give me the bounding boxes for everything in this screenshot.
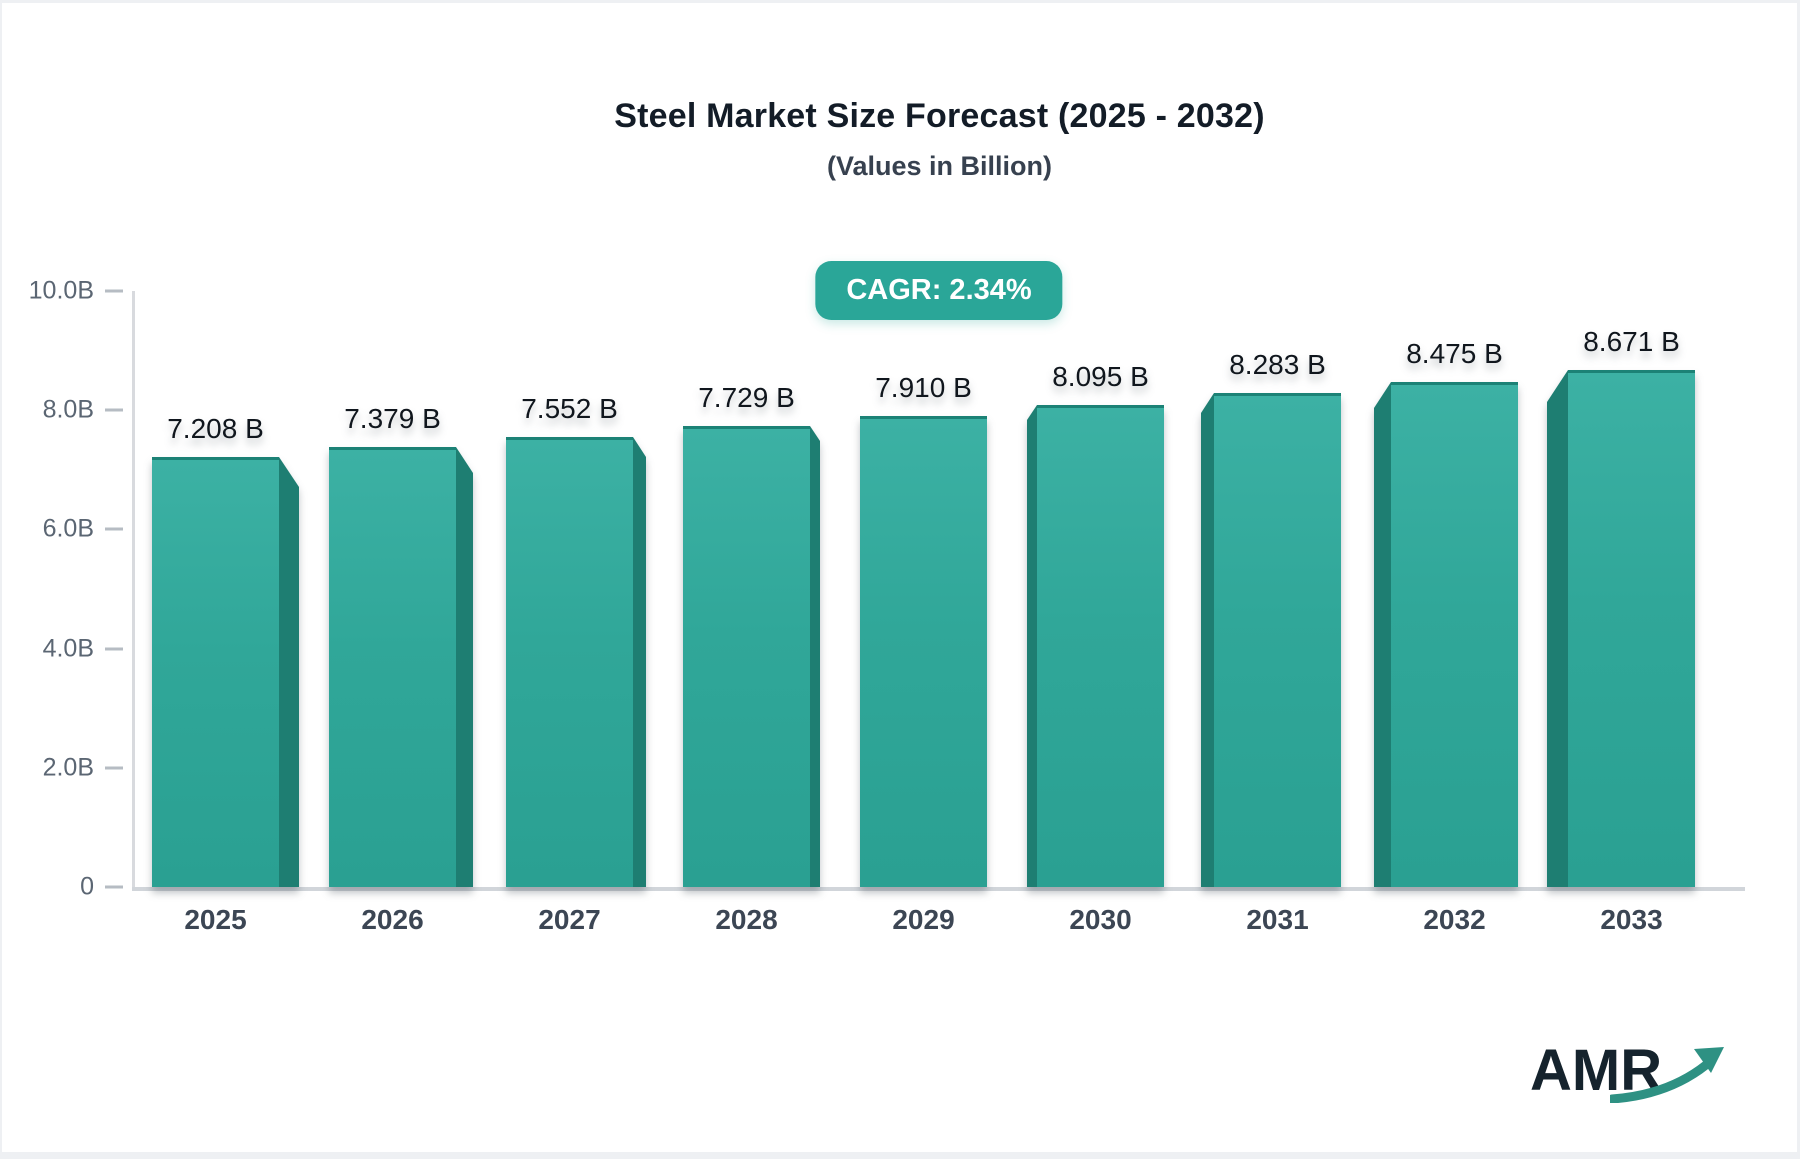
x-tick-label: 2029 [892, 904, 955, 935]
bar-value-label: 7.379 B [344, 403, 441, 434]
y-tick-mark [105, 885, 123, 889]
bar-value-label: 7.552 B [521, 393, 618, 424]
y-tick-label: 6.0B [42, 514, 94, 543]
x-tick-label: 2027 [538, 904, 601, 935]
bar-side-shade [810, 426, 820, 887]
bar-2031: 8.283 B [1201, 349, 1341, 887]
bar-side-shade [1027, 405, 1037, 887]
bar-face [152, 457, 279, 887]
y-tick-label: 0 [80, 872, 94, 901]
y-axis-line [132, 291, 135, 889]
bar-2026: 7.379 B [329, 403, 473, 887]
bar-side-shade [633, 437, 646, 887]
bar-face [1037, 405, 1164, 887]
bar-face [1391, 382, 1518, 887]
bar-value-label: 7.208 B [167, 413, 264, 444]
bar-face [1568, 370, 1695, 887]
x-tick-label: 2030 [1069, 904, 1132, 935]
bars-container: 7.208 B 7.379 B 7.552 B 7.729 B 7.910 B 8.095… [134, 291, 1745, 887]
bar-value-label: 8.283 B [1229, 349, 1326, 380]
chart-subtitle: (Values in Billion) [826, 151, 1053, 181]
bar-face [683, 426, 810, 887]
x-axis-labels: 2025 2026 2027 2028 2029 2030 2031 2032 2033 [134, 904, 1745, 944]
x-tick-label: 2031 [1246, 904, 1309, 935]
y-tick-label: 10.0B [28, 276, 94, 305]
bar-2025: 7.208 B [152, 413, 299, 887]
cagr-badge: CAGR: 2.34% [815, 261, 1063, 320]
bar-side-shade [279, 457, 299, 887]
x-tick-label: 2026 [361, 904, 424, 935]
y-tick-mark [105, 766, 123, 770]
bar-value-label: 8.671 B [1583, 326, 1680, 357]
bar-value-label: 8.475 B [1406, 338, 1503, 369]
bar-value-label: 7.729 B [698, 382, 795, 413]
y-tick-mark [105, 289, 123, 293]
bar-2027: 7.552 B [506, 393, 646, 887]
bar-side-shade [456, 447, 473, 887]
trend-arrow-icon [1610, 1047, 1724, 1103]
chart-title: Steel Market Size Forecast (2025 - 2032) [614, 97, 1265, 135]
x-tick-label: 2032 [1423, 904, 1486, 935]
bar-face [1214, 393, 1341, 887]
bar-2028: 7.729 B [683, 382, 820, 887]
plot-area: 0 2.0B 4.0B 6.0B 8.0B 10.0B 7.208 B 7.379 B 7.5… [2, 3, 1800, 1159]
bar-face [506, 437, 633, 887]
bar-2029: 7.910 B [860, 372, 987, 887]
bar-side-shade [1547, 370, 1568, 887]
bar-2033: 8.671 B [1547, 326, 1695, 887]
y-tick-label: 4.0B [42, 634, 94, 663]
bar-face [329, 447, 456, 887]
y-tick-mark [105, 647, 123, 651]
y-tick-mark [105, 408, 123, 412]
x-tick-label: 2028 [715, 904, 778, 935]
bar-2030: 8.095 B [1027, 361, 1164, 887]
bar-value-label: 7.910 B [875, 372, 972, 403]
bar-face [860, 416, 987, 887]
amr-logo: AMR [1530, 1037, 1730, 1109]
chart-card: Steel Market Size Forecast (2025 - 2032)… [2, 3, 1797, 1152]
x-tick-label: 2033 [1600, 904, 1663, 935]
bar-side-shade [1374, 382, 1391, 887]
bar-value-label: 8.095 B [1052, 361, 1149, 392]
x-tick-label: 2025 [184, 904, 247, 935]
bar-side-shade [1201, 393, 1214, 887]
y-tick-label: 8.0B [42, 395, 94, 424]
y-tick-label: 2.0B [42, 753, 94, 782]
y-tick-mark [105, 527, 123, 531]
x-axis-baseline [132, 887, 1745, 891]
bar-2032: 8.475 B [1374, 338, 1518, 887]
